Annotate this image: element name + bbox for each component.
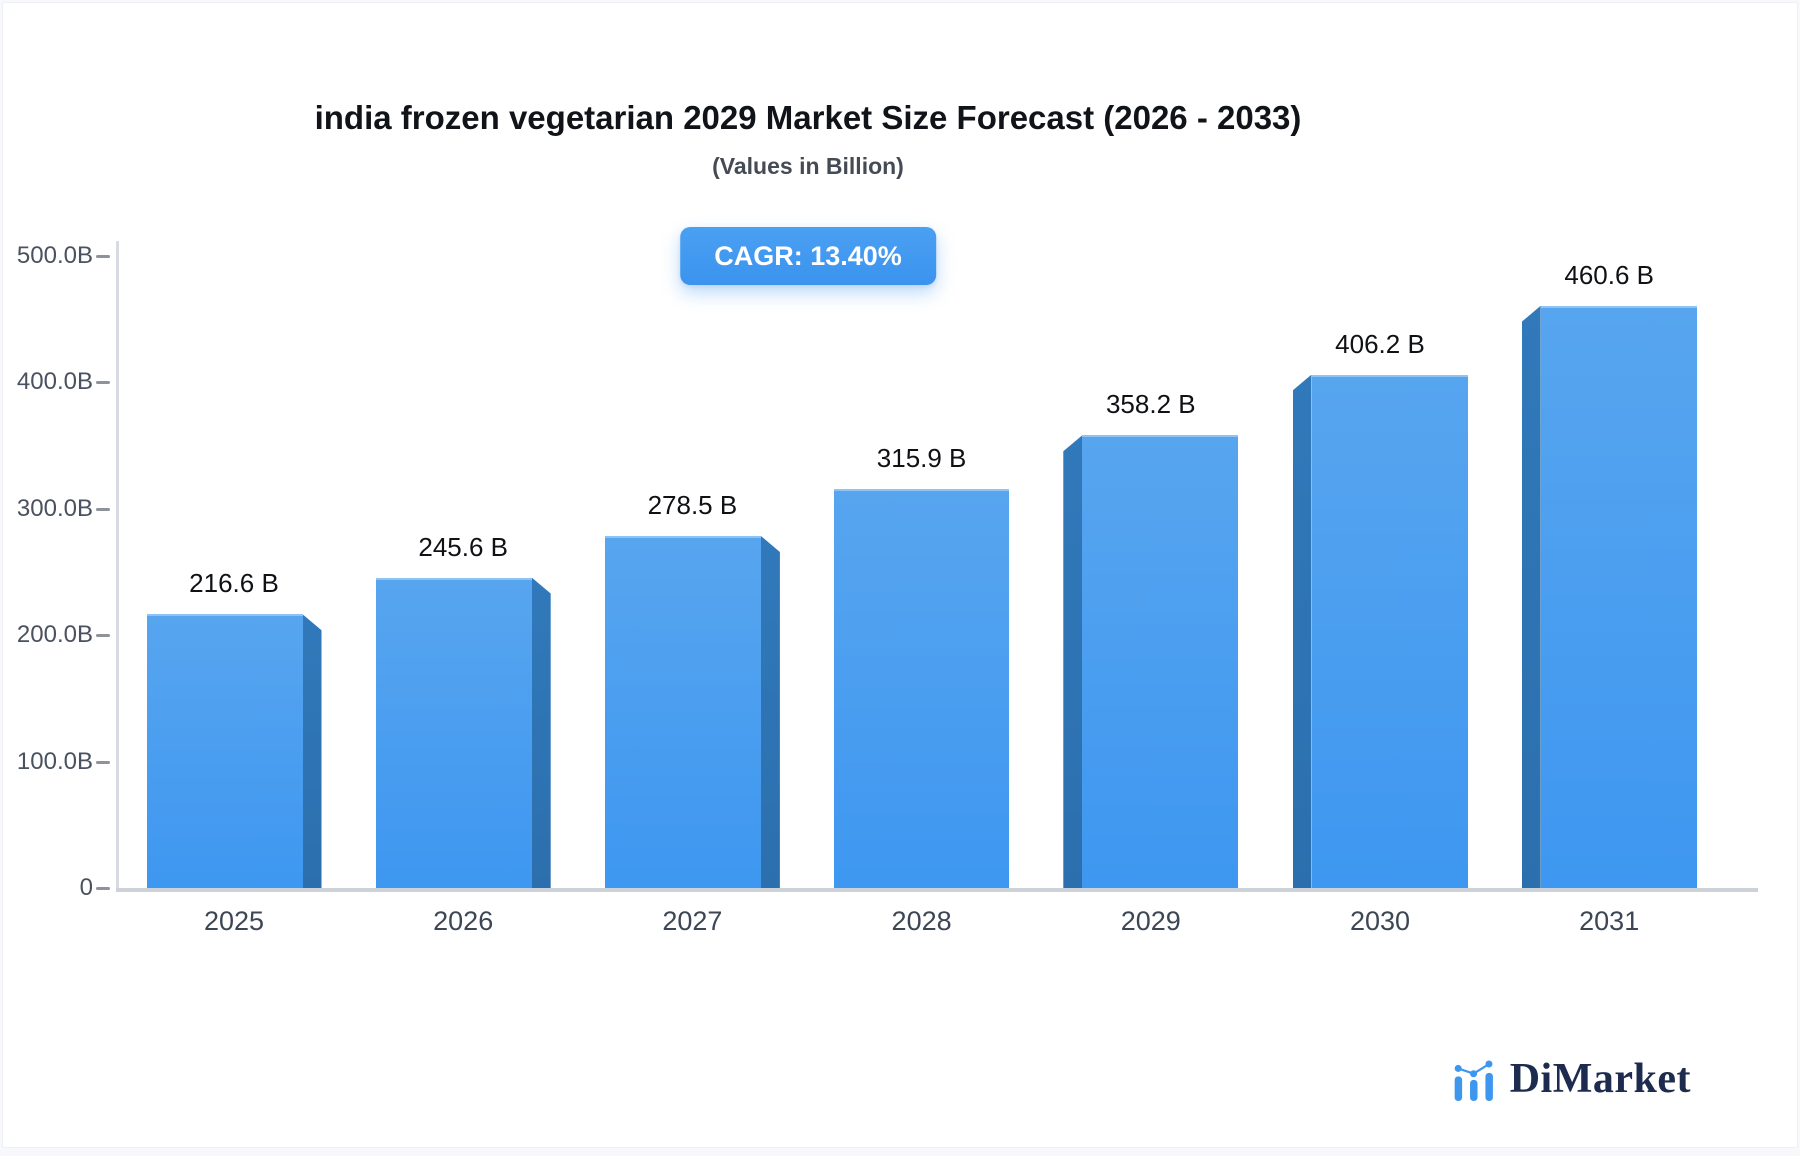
- bar-value-label: 406.2 B: [1335, 328, 1425, 359]
- bar-value-label: 245.6 B: [418, 531, 509, 562]
- bar: 216.6 B: [146, 568, 322, 888]
- bar-value-label: 216.6 B: [189, 568, 279, 599]
- y-axis-tick-mark: [96, 634, 110, 638]
- bar-chart: 500.0B 400.0B 300.0B 200.0B 100.0B 0 216.6 B 20…: [3, 3, 1797, 1147]
- brand-logo: DiMarket: [1452, 1055, 1691, 1103]
- bar-front-face: [146, 614, 303, 888]
- page-title: india frozen vegetarian 2029 Market Size…: [314, 99, 1302, 136]
- y-axis-tick-label: 0: [79, 874, 93, 901]
- bar-side-face: [760, 535, 780, 888]
- bar: 358.2 B: [1063, 389, 1239, 888]
- x-axis-label: 2025: [203, 906, 265, 936]
- y-axis-tick-label: 300.0B: [16, 494, 93, 522]
- bar-side-face: [531, 577, 551, 888]
- bar-value-label: 315.9 B: [876, 442, 967, 473]
- x-axis-label: 2027: [662, 906, 723, 936]
- bar-front-face: [834, 488, 1010, 888]
- bar-value-label: 278.5 B: [647, 489, 738, 520]
- y-axis-tick-mark: [96, 760, 110, 764]
- bar-side-face: [1063, 435, 1083, 888]
- bar: 460.6 B: [1521, 260, 1697, 888]
- y-axis-tick-label: 400.0B: [16, 368, 93, 396]
- x-axis-line: [116, 888, 1758, 892]
- bar-front-face: [1540, 305, 1697, 888]
- brand-name: DiMarket: [1509, 1056, 1691, 1102]
- y-axis-tick-label: 200.0B: [16, 621, 93, 649]
- x-axis-label: 2026: [433, 906, 494, 936]
- bar: 245.6 B: [375, 532, 551, 888]
- bar-front-face: [375, 577, 532, 888]
- bar-front-face: [604, 535, 761, 888]
- x-axis-label: 2031: [1579, 906, 1640, 936]
- bar: 315.9 B: [834, 443, 1010, 888]
- bar-value-label: 460.6 B: [1564, 259, 1655, 290]
- bar: 278.5 B: [604, 490, 780, 888]
- y-axis-tick-label: 500.0B: [16, 242, 93, 269]
- page-subtitle: (Values in Billion): [712, 153, 904, 179]
- bar-value-label: 358.2 B: [1105, 389, 1196, 420]
- cagr-badge: CAGR: 13.40%: [680, 227, 936, 285]
- y-axis-tick-mark: [96, 255, 110, 258]
- bar-side-face: [302, 614, 322, 888]
- dimarket-logo-icon: [1454, 1060, 1493, 1101]
- bar-front-face: [1082, 435, 1239, 888]
- y-axis-tick-mark: [96, 381, 110, 385]
- y-axis-line: [116, 241, 119, 892]
- bar-side-face: [1292, 374, 1312, 888]
- y-axis-tick-mark: [96, 507, 110, 511]
- bar-front-face: [1311, 374, 1468, 888]
- x-axis-label: 2030: [1349, 906, 1411, 936]
- x-axis-label: 2029: [1120, 906, 1181, 936]
- y-axis-tick-mark: [96, 887, 110, 890]
- y-axis-tick-label: 100.0B: [16, 747, 93, 775]
- bar-side-face: [1521, 305, 1541, 888]
- bar: 406.2 B: [1292, 329, 1468, 888]
- x-axis-label: 2028: [891, 906, 952, 936]
